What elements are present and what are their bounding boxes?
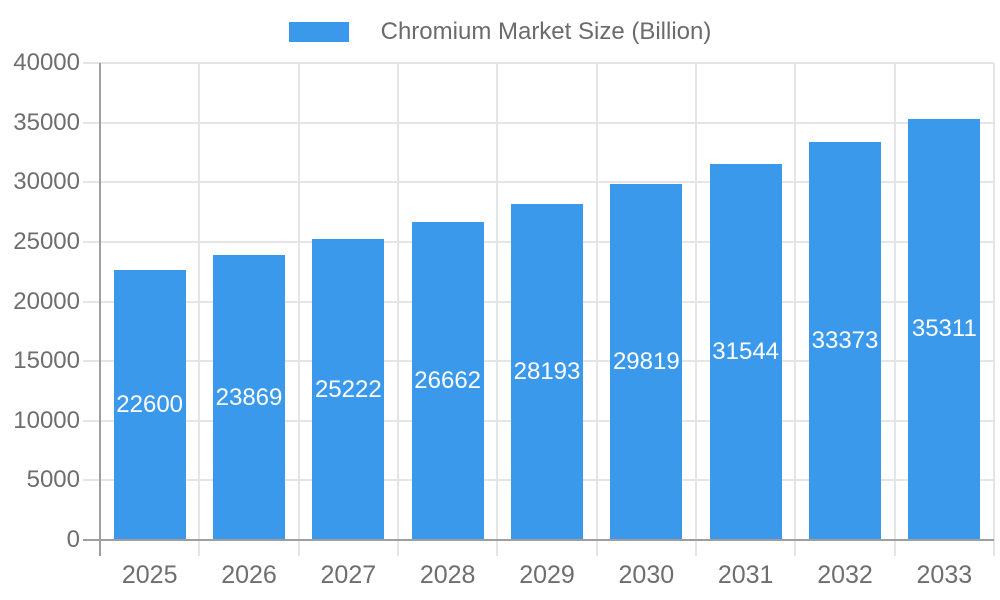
x-gridline [794,63,797,556]
x-gridline [595,63,598,556]
y-axis-tick-label: 20000 [13,287,80,315]
bar[interactable]: 29819 [610,184,683,540]
legend[interactable]: Chromium Market Size (Billion) [0,16,1000,48]
x-gridline [496,63,499,556]
bar-value-label: 28193 [513,357,581,385]
plot-area: 0 5000 10000 15000 20000 25000 30000 35000 40000… [13,49,995,589]
x-axis-tick-label: 2025 [121,561,178,589]
x-axis-tick-label: 2031 [717,561,774,589]
y-gridline [83,62,994,64]
x-gridline [297,63,300,556]
x-gridline [695,63,697,556]
legend-swatch [288,22,349,42]
x-axis-tick-label: 2026 [221,561,277,589]
x-gridline [993,63,995,556]
x-axis-tick-label: 2029 [519,561,575,589]
y-axis-tick-label: 0 [66,526,80,553]
y-axis-line [99,63,101,556]
y-gridline [83,181,994,184]
x-gridline [198,63,201,556]
bar[interactable]: 25222 [312,239,385,540]
bar[interactable]: 26662 [411,222,484,540]
bar-value-label: 31544 [712,337,780,365]
x-axis-tick-label: 2033 [916,561,973,589]
x-axis-tick-label: 2027 [320,561,377,589]
y-axis-tick-label: 10000 [13,406,80,434]
bar[interactable]: 35311 [908,118,981,540]
bar[interactable]: 28193 [511,203,583,540]
bar[interactable]: 23869 [213,255,285,540]
y-axis-tick-label: 30000 [13,168,80,196]
y-gridline [83,121,994,124]
y-axis-tick-label: 40000 [13,49,80,76]
bar-value-label: 29819 [612,348,680,376]
x-axis-tick-label: 2032 [817,561,873,589]
y-axis-tick-label: 5000 [26,466,80,494]
bar-value-label: 23869 [215,383,283,411]
x-axis-tick-label: 2028 [419,561,476,589]
legend-label: Chromium Market Size (Billion) [380,18,712,45]
y-axis-tick-label: 15000 [13,347,80,375]
bar-value-label: 22600 [116,391,184,419]
x-axis-line [83,539,994,541]
x-gridline [397,63,399,556]
y-axis-tick-label: 35000 [13,108,80,136]
bar[interactable]: 31544 [709,163,782,540]
x-axis-tick-label: 2030 [618,561,675,589]
bar-value-label: 35311 [911,315,977,343]
bar[interactable]: 33373 [809,142,881,540]
bar[interactable]: 22600 [113,270,186,540]
x-gridline [893,63,896,556]
bar-value-label: 25222 [314,375,382,403]
bar-value-label: 33373 [811,327,879,354]
bar-value-label: 26662 [414,367,482,395]
y-axis-tick-label: 25000 [13,227,80,255]
